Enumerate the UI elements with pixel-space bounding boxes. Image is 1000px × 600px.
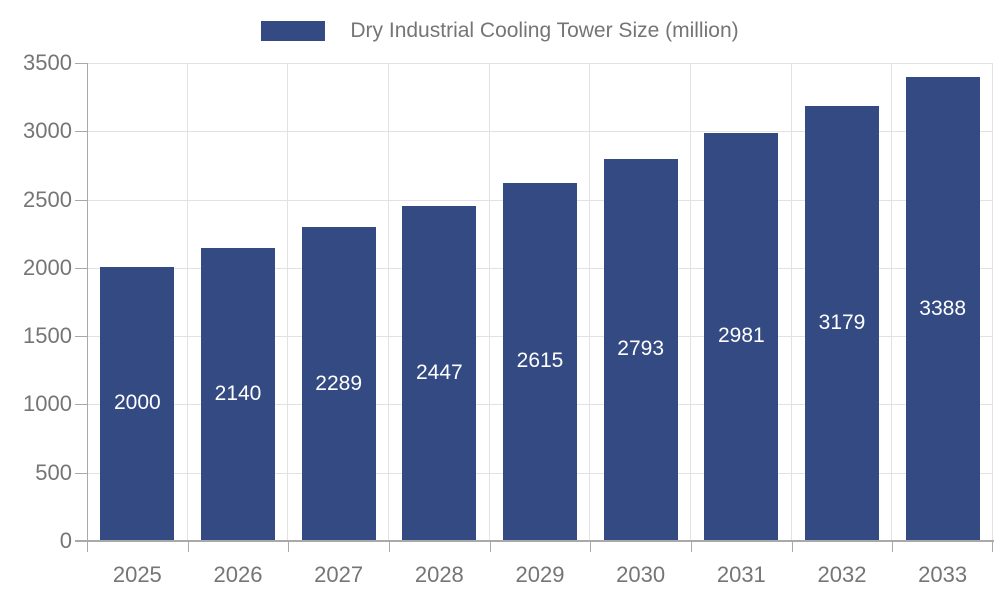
bar-value-label: 2000: [113, 391, 161, 415]
x-axis-tick: [590, 542, 592, 552]
y-axis-tick: [75, 541, 87, 542]
y-tick-label: 2500: [23, 186, 72, 212]
x-tick-label: 2026: [213, 562, 263, 587]
bar[interactable]: 3388: [905, 77, 980, 540]
x-tick-label: 2025: [112, 562, 162, 587]
x-gridline: [690, 63, 691, 541]
bar-value-label: 2793: [617, 337, 665, 361]
y-axis-tick: [75, 199, 87, 201]
y-tick-label: 3000: [23, 118, 72, 144]
x-axis-tick: [288, 542, 290, 552]
x-gridline: [488, 63, 490, 541]
y-tick-label: 1000: [23, 391, 72, 417]
x-gridline: [891, 63, 893, 541]
legend-label: Dry Industrial Cooling Tower Size (milli…: [350, 19, 739, 42]
x-tick-label: 2029: [515, 562, 565, 587]
bar[interactable]: 3179: [805, 105, 879, 540]
x-tick-label: 2032: [817, 562, 867, 587]
x-axis-line: [75, 540, 994, 542]
y-gridline: [87, 63, 993, 64]
x-gridline: [186, 63, 188, 541]
x-gridline: [388, 63, 389, 541]
bar[interactable]: 2615: [503, 182, 577, 540]
y-axis-tick: [75, 267, 87, 269]
x-axis-tick: [87, 542, 88, 552]
bar-value-label: 2140: [214, 381, 262, 405]
x-gridline: [287, 63, 289, 541]
x-gridline: [790, 63, 792, 541]
x-axis-tick: [791, 542, 793, 552]
y-tick-label: 2000: [23, 254, 72, 280]
bar-value-label: 2615: [516, 349, 564, 373]
bar-value-label: 2981: [717, 324, 765, 348]
bar[interactable]: 2289: [301, 227, 376, 540]
x-tick-label: 2027: [314, 562, 364, 587]
bar-value-label: 3388: [919, 296, 967, 320]
bar[interactable]: 2000: [100, 266, 175, 540]
y-tick-label: 3500: [23, 50, 72, 75]
legend[interactable]: Dry Industrial Cooling Tower Size (milli…: [0, 12, 1000, 50]
y-axis-tick: [75, 63, 87, 64]
x-gridline: [992, 63, 993, 541]
bar[interactable]: 2981: [704, 132, 779, 540]
x-axis-tick: [892, 542, 894, 552]
y-axis-tick: [75, 404, 87, 406]
plot-area: 0 500 1000 1500 2000 2500 3000 3500 2000 2025 2140…: [23, 50, 994, 587]
x-axis-tick: [187, 542, 189, 552]
bar[interactable]: 2793: [603, 158, 678, 540]
x-tick-label: 2033: [918, 562, 968, 587]
x-tick-label: 2031: [716, 562, 766, 587]
x-axis-tick: [389, 542, 390, 552]
y-axis-tick: [75, 131, 87, 133]
y-tick-label: 1500: [23, 323, 72, 349]
x-tick-label: 2030: [616, 562, 666, 587]
bar[interactable]: 2447: [402, 205, 477, 540]
y-axis-tick: [75, 472, 87, 474]
bar-value-label: 3179: [818, 310, 866, 334]
bar-value-label: 2289: [315, 371, 363, 395]
y-axis-tick: [75, 336, 87, 338]
y-tick-label: 500: [35, 459, 72, 485]
legend-swatch: [261, 21, 326, 41]
y-tick-label: 0: [59, 528, 72, 553]
bar[interactable]: 2140: [201, 247, 275, 540]
y-axis-line: [87, 63, 88, 552]
x-axis-tick: [992, 542, 993, 552]
x-tick-label: 2028: [414, 562, 464, 587]
x-axis-tick: [691, 542, 692, 552]
x-gridline: [589, 63, 591, 541]
bar-value-label: 2447: [415, 360, 463, 384]
x-axis-tick: [489, 542, 491, 552]
y-gridline: [87, 131, 993, 133]
